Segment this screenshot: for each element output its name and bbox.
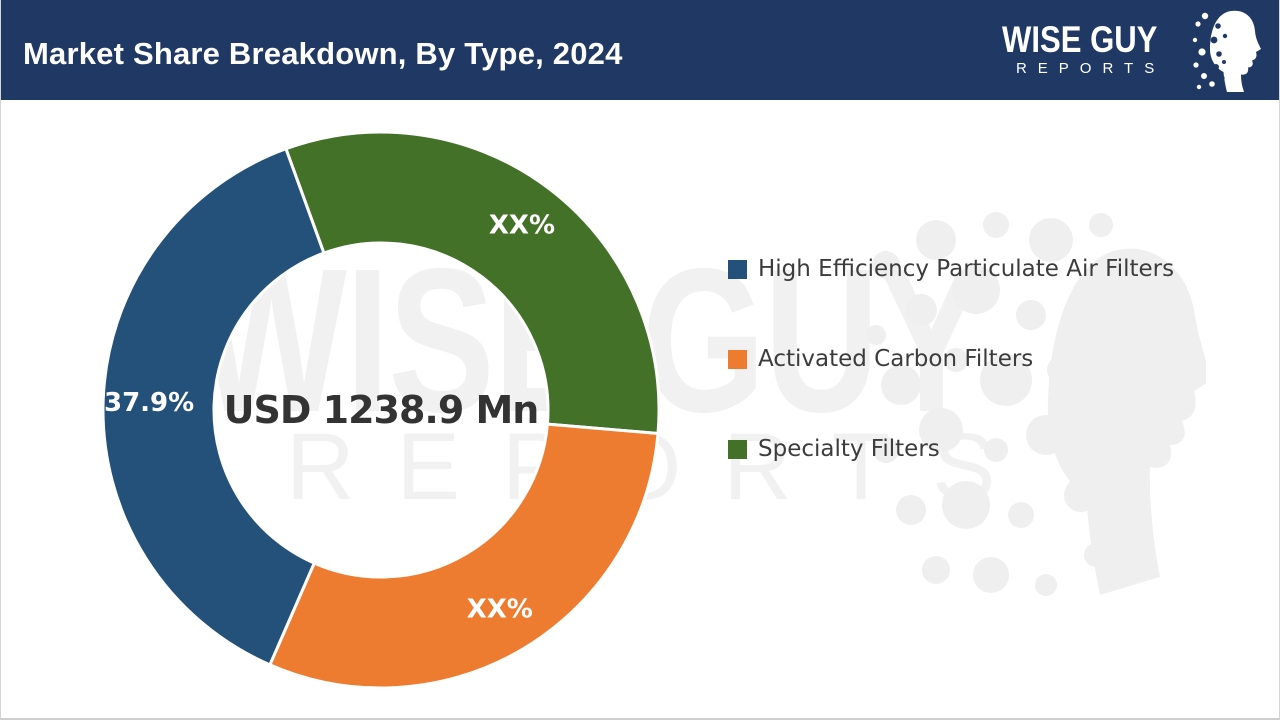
brand-logo-text: WISE GUY REPORTS (1001, 19, 1187, 77)
legend-label: Specialty Filters (758, 436, 940, 462)
chart-center-value: USD 1238.9 Mn (224, 388, 539, 432)
logo-subtitle: REPORTS (1015, 60, 1166, 77)
logo-wordmark: WISE GUY (1001, 19, 1158, 60)
brand-logo: WISE GUY REPORTS (1002, 0, 1265, 100)
donut-chart[interactable]: XX% XX% 37.9% USD 1238.9 Mn (101, 130, 661, 690)
page-title: Market Share Breakdown, By Type, 2024 (23, 36, 623, 71)
donut-segment-0[interactable] (101, 147, 326, 667)
legend-item-activated-carbon-filters: Activated Carbon Filters (728, 343, 1174, 375)
legend-item-hepa-filters: High Efficiency Particulate Air Filters (728, 253, 1174, 285)
segment-percentage-label: XX% (467, 594, 533, 624)
legend-item-specialty-filters: Specialty Filters (728, 433, 1174, 465)
legend-label: High Efficiency Particulate Air Filters (758, 256, 1175, 282)
legend-swatch-specialty-filters (728, 439, 747, 459)
legend-swatch-activated-carbon-filters (728, 349, 747, 369)
logo-face-icon (1192, 10, 1261, 92)
legend-swatch-hepa-filters (728, 259, 747, 279)
header-bar: Market Share Breakdown, By Type, 2024 WI… (1, 0, 1279, 100)
segment-percentage-label: XX% (489, 211, 555, 241)
legend-label: Activated Carbon Filters (758, 346, 1034, 372)
donut-segment-1[interactable] (268, 422, 660, 690)
segment-percentage-label: 37.9% (104, 388, 194, 418)
chart-legend: High Efficiency Particulate Air Filters … (728, 253, 1174, 465)
donut-segment-2[interactable] (284, 130, 661, 435)
